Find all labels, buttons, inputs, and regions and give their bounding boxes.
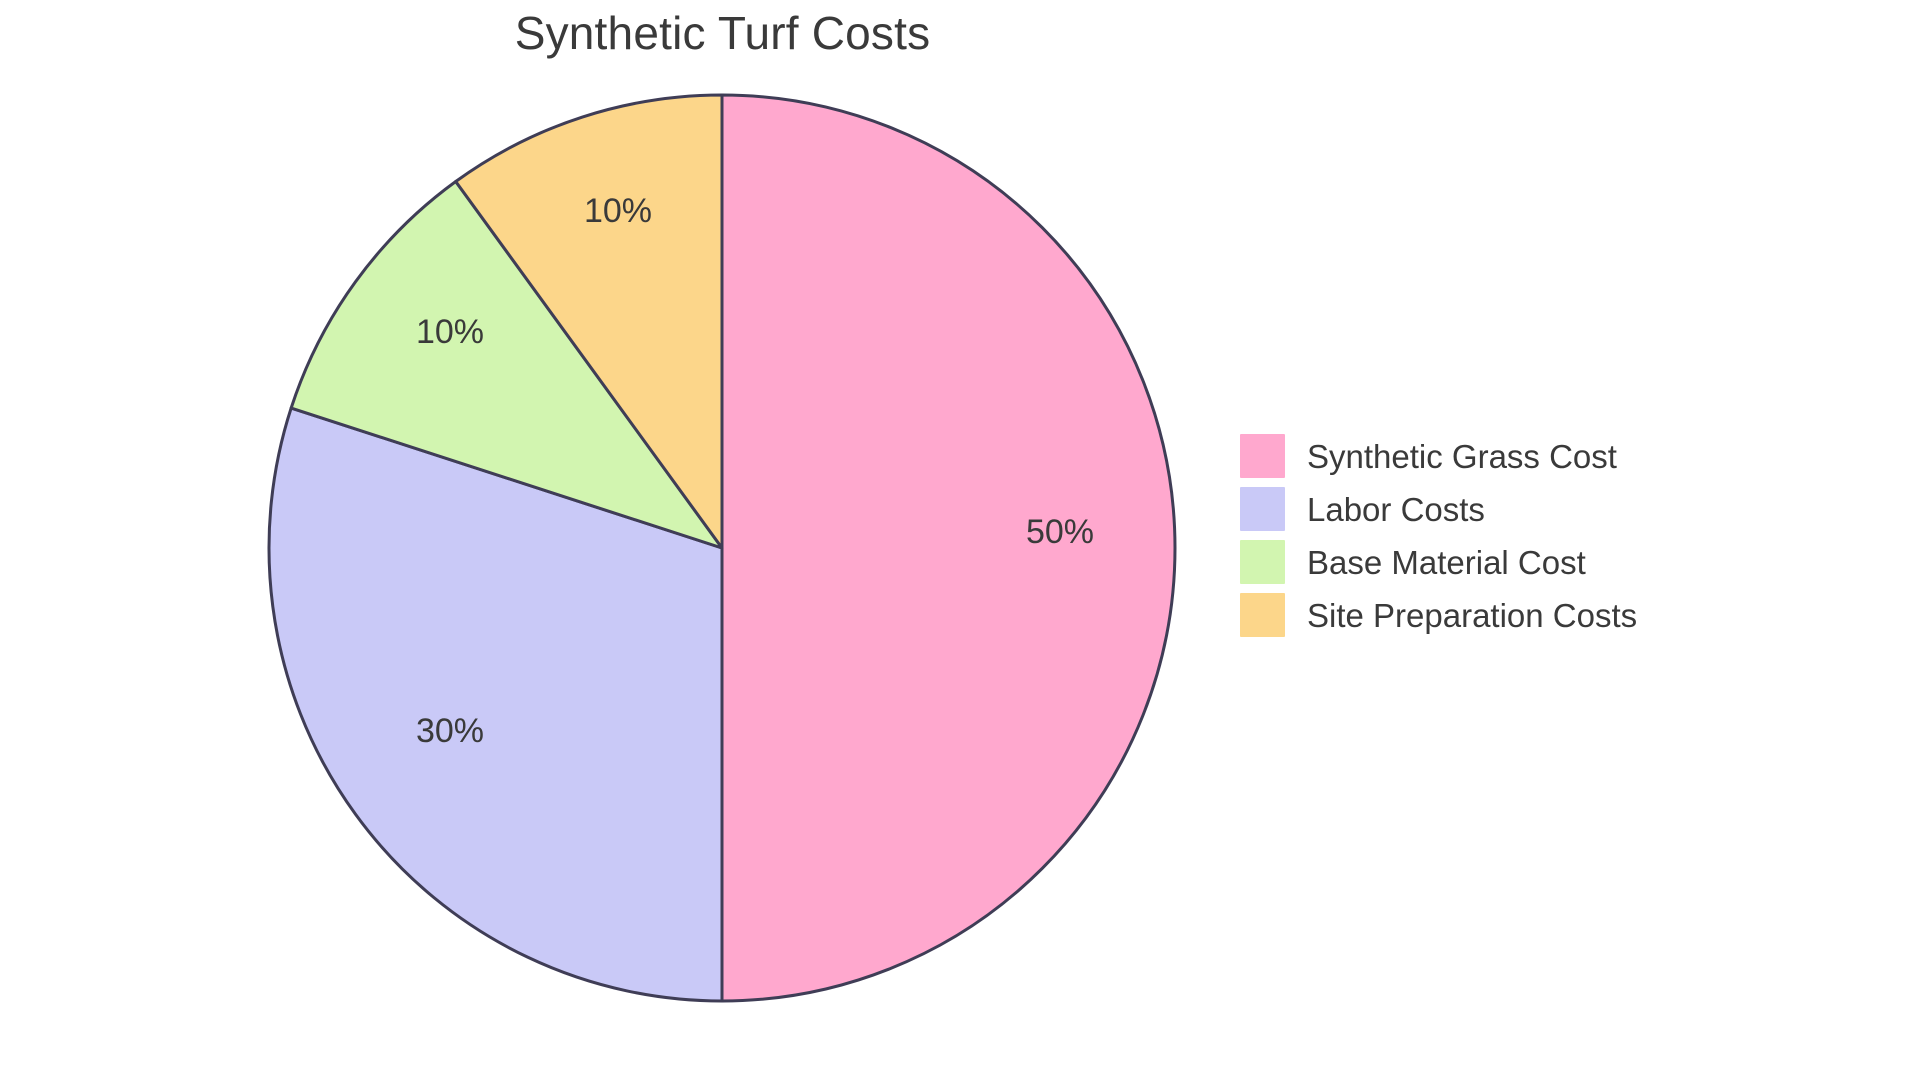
pie-slice-percent-label: 10%: [416, 313, 484, 351]
legend-item-labor-costs[interactable]: Labor Costs: [1240, 487, 1637, 531]
pie-slice[interactable]: [720, 93, 1177, 1003]
legend-item-synthetic-grass-cost[interactable]: Synthetic Grass Cost: [1240, 434, 1637, 478]
legend-item-label: Base Material Cost: [1307, 543, 1586, 581]
pie-slice-labels-group: 50% 30% 10% 10%: [416, 192, 1094, 750]
pie-slice-percent-label: 10%: [584, 192, 652, 230]
legend-item-base-material-cost[interactable]: Base Material Cost: [1240, 540, 1637, 584]
pie-slice[interactable]: [267, 406, 724, 1003]
chart-title: Synthetic Turf Costs: [514, 7, 931, 59]
pie-slice[interactable]: [289, 180, 724, 550]
legend-item-label: Labor Costs: [1307, 490, 1485, 528]
pie-slice-percent-label: 30%: [416, 712, 484, 750]
legend-item-site-preparation-costs[interactable]: Site Preparation Costs: [1240, 593, 1637, 637]
legend-item-label: Site Preparation Costs: [1307, 596, 1638, 634]
pie-slice-percent-label: 50%: [1026, 513, 1094, 551]
legend-swatch-icon: [1240, 487, 1285, 531]
pie-chart-canvas: 50% 30% 10% 10%: [267, 93, 1177, 1003]
pie-slices-group: [267, 93, 1177, 1003]
legend-swatch-icon: [1240, 434, 1285, 478]
legend-swatch-icon: [1240, 593, 1285, 637]
legend-swatch-icon: [1240, 540, 1285, 584]
legend-item-label: Synthetic Grass Cost: [1307, 437, 1617, 475]
chart-legend: Synthetic Grass Cost Labor Costs Base Ma…: [1240, 434, 1637, 637]
pie-slice[interactable]: [454, 93, 724, 550]
